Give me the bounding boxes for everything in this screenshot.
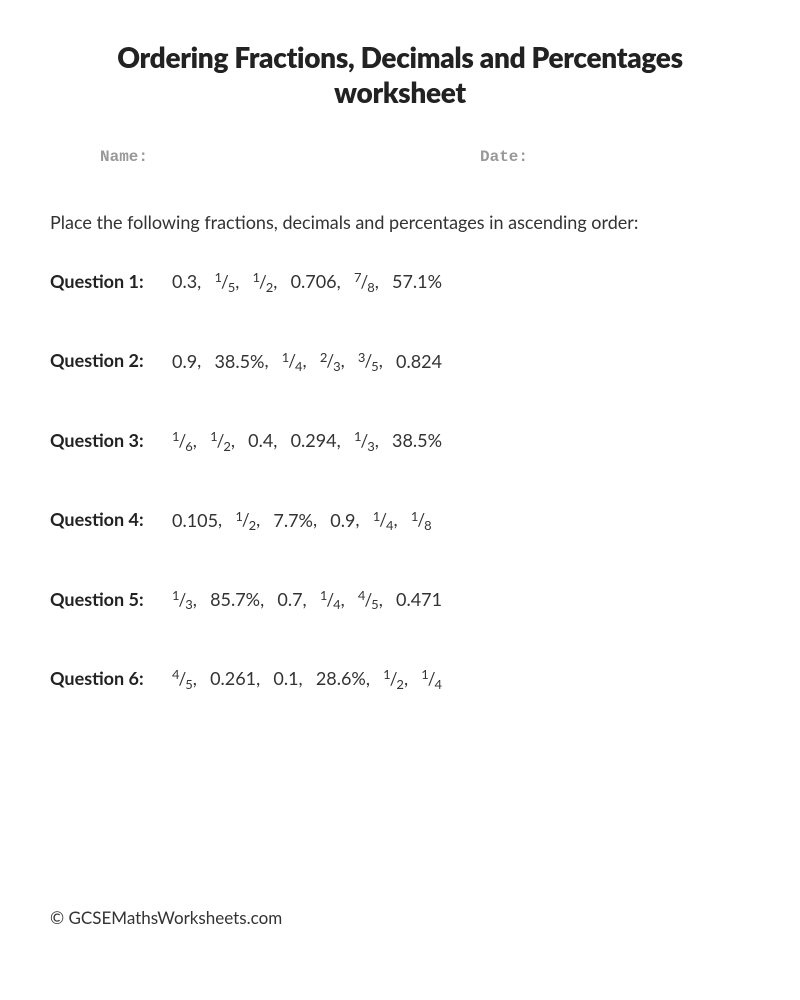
decimal-value: 0.294 xyxy=(291,429,337,451)
separator: , xyxy=(303,349,316,371)
instructions-text: Place the following fractions, decimals … xyxy=(50,210,750,235)
question-label: Question 1: xyxy=(50,270,172,292)
separator: , xyxy=(355,508,368,530)
separator: , xyxy=(197,349,210,371)
question-row: Question 6:4/5, 0.261, 0.1, 28.6%, 1/2, … xyxy=(50,666,750,691)
question-values: 0.9, 38.5%, 1/4, 2/3, 3/5, 0.824 xyxy=(172,349,442,374)
separator: , xyxy=(313,508,326,530)
question-label: Question 2: xyxy=(50,349,172,371)
separator: , xyxy=(193,429,206,451)
fraction-value: 1/5 xyxy=(214,270,235,292)
separator: , xyxy=(366,667,379,689)
separator: , xyxy=(379,588,392,610)
date-label: Date: xyxy=(480,148,720,166)
fraction-value: 1/2 xyxy=(253,270,274,292)
fraction-value: 1/4 xyxy=(282,349,303,371)
separator: , xyxy=(337,270,350,292)
question-row: Question 1:0.3, 1/5, 1/2, 0.706, 7/8, 57… xyxy=(50,269,750,294)
decimal-value: 0.706 xyxy=(291,270,337,292)
question-values: 1/3, 85.7%, 0.7, 1/4, 4/5, 0.471 xyxy=(172,587,442,612)
separator: , xyxy=(273,270,286,292)
percentage-value: 85.7% xyxy=(210,588,260,610)
question-row: Question 3:1/6, 1/2, 0.4, 0.294, 1/3, 38… xyxy=(50,428,750,453)
separator: , xyxy=(235,270,248,292)
questions-list: Question 1:0.3, 1/5, 1/2, 0.706, 7/8, 57… xyxy=(50,269,750,692)
decimal-value: 0.471 xyxy=(396,588,442,610)
fraction-value: 1/6 xyxy=(172,429,193,451)
separator: , xyxy=(256,667,269,689)
separator: , xyxy=(193,588,206,610)
decimal-value: 0.1 xyxy=(273,667,298,689)
separator: , xyxy=(341,349,354,371)
separator: , xyxy=(256,508,269,530)
decimal-value: 0.261 xyxy=(210,667,256,689)
question-values: 0.3, 1/5, 1/2, 0.706, 7/8, 57.1% xyxy=(172,269,442,294)
separator: , xyxy=(375,429,388,451)
question-label: Question 6: xyxy=(50,667,172,689)
fraction-value: 1/8 xyxy=(411,508,432,530)
fraction-value: 1/3 xyxy=(172,588,193,610)
separator: , xyxy=(404,667,417,689)
percentage-value: 38.5% xyxy=(214,349,264,371)
decimal-value: 0.4 xyxy=(248,429,273,451)
decimal-value: 0.9 xyxy=(172,349,197,371)
fraction-value: 1/4 xyxy=(421,667,442,689)
percentage-value: 7.7% xyxy=(273,508,313,530)
meta-row: Name: Date: xyxy=(50,148,750,166)
separator: , xyxy=(303,588,316,610)
question-label: Question 5: xyxy=(50,588,172,610)
decimal-value: 0.9 xyxy=(330,508,355,530)
question-values: 4/5, 0.261, 0.1, 28.6%, 1/2, 1/4 xyxy=(172,666,442,691)
decimal-value: 0.7 xyxy=(277,588,302,610)
percentage-value: 38.5% xyxy=(392,429,442,451)
question-values: 1/6, 1/2, 0.4, 0.294, 1/3, 38.5% xyxy=(172,428,442,453)
page-title: Ordering Fractions, Decimals and Percent… xyxy=(50,40,750,110)
separator: , xyxy=(337,429,350,451)
decimal-value: 0.3 xyxy=(172,270,197,292)
decimal-value: 0.824 xyxy=(396,349,442,371)
question-label: Question 4: xyxy=(50,508,172,530)
decimal-value: 0.105 xyxy=(172,508,218,530)
percentage-value: 28.6% xyxy=(316,667,366,689)
fraction-value: 1/2 xyxy=(235,508,256,530)
separator: , xyxy=(260,588,273,610)
name-label: Name: xyxy=(100,148,480,166)
separator: , xyxy=(299,667,312,689)
footer-text: © GCSEMathsWorksheets.com xyxy=(50,907,282,928)
fraction-value: 1/4 xyxy=(373,508,394,530)
separator: , xyxy=(394,508,407,530)
question-row: Question 4:0.105, 1/2, 7.7%, 0.9, 1/4, 1… xyxy=(50,508,750,533)
question-row: Question 5:1/3, 85.7%, 0.7, 1/4, 4/5, 0.… xyxy=(50,587,750,612)
separator: , xyxy=(231,429,244,451)
fraction-value: 1/2 xyxy=(210,429,231,451)
fraction-value: 1/4 xyxy=(320,588,341,610)
fraction-value: 4/5 xyxy=(358,588,379,610)
separator: , xyxy=(193,667,206,689)
fraction-value: 3/5 xyxy=(358,349,379,371)
fraction-value: 1/3 xyxy=(354,429,375,451)
separator: , xyxy=(264,349,277,371)
separator: , xyxy=(273,429,286,451)
fraction-value: 1/2 xyxy=(383,667,404,689)
question-values: 0.105, 1/2, 7.7%, 0.9, 1/4, 1/8 xyxy=(172,508,432,533)
separator: , xyxy=(341,588,354,610)
separator: , xyxy=(375,270,388,292)
fraction-value: 4/5 xyxy=(172,667,193,689)
separator: , xyxy=(197,270,210,292)
fraction-value: 2/3 xyxy=(320,349,341,371)
question-row: Question 2:0.9, 38.5%, 1/4, 2/3, 3/5, 0.… xyxy=(50,349,750,374)
separator: , xyxy=(379,349,392,371)
fraction-value: 7/8 xyxy=(354,270,375,292)
percentage-value: 57.1% xyxy=(392,270,442,292)
separator: , xyxy=(218,508,231,530)
question-label: Question 3: xyxy=(50,429,172,451)
